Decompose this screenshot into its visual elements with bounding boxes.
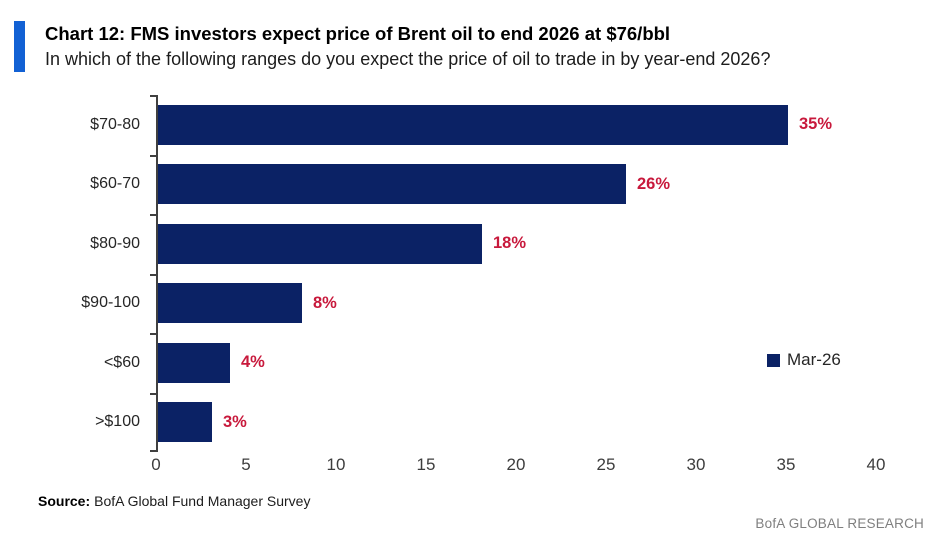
x-axis-tick-label: 10	[326, 455, 346, 474]
y-axis-tick	[150, 95, 158, 97]
x-axis-tick-label: 40	[866, 455, 886, 474]
header-text: Chart 12: FMS investors expect price of …	[45, 21, 770, 72]
category-label: >$100	[95, 413, 140, 431]
bar-row: <$60 4%	[104, 333, 878, 393]
chart-header: Chart 12: FMS investors expect price of …	[14, 21, 770, 72]
bar	[158, 283, 302, 324]
source-label: Source:	[38, 493, 91, 509]
bar	[158, 164, 626, 205]
legend-label: Mar-26	[787, 350, 841, 369]
bar	[158, 104, 788, 145]
x-axis-tick-label: 20	[506, 455, 526, 474]
bar-row: $90-100 8%	[81, 274, 878, 334]
source-note: Source: BofA Global Fund Manager Survey	[38, 493, 310, 509]
bar	[158, 402, 212, 443]
y-axis-tick	[150, 155, 158, 157]
value-label: 18%	[493, 234, 527, 253]
chart-subtitle: In which of the following ranges do you …	[45, 49, 771, 69]
category-label: $80-90	[90, 234, 140, 252]
x-axis-tick-label: 0	[151, 455, 161, 474]
category-label: <$60	[103, 353, 140, 371]
y-axis-tick	[150, 393, 158, 395]
bar	[158, 223, 482, 264]
accent-bar	[14, 21, 25, 72]
brand-label: BofA GLOBAL RESEARCH	[755, 516, 924, 531]
value-label: 8%	[313, 293, 337, 312]
legend-swatch	[767, 353, 780, 367]
x-axis-tick-label: 15	[416, 455, 436, 474]
value-label: 4%	[241, 353, 265, 372]
x-axis-tick-label: 30	[686, 455, 706, 474]
source-text: BofA Global Fund Manager Survey	[94, 493, 311, 509]
x-axis-tick-label: 25	[596, 455, 616, 474]
value-label: 35%	[799, 115, 833, 134]
y-axis-tick	[150, 274, 158, 276]
chart-title: Chart 12: FMS investors expect price of …	[45, 23, 671, 44]
x-axis: 0 5 10 15 20 25 30 35 40	[151, 455, 885, 479]
value-label: 3%	[223, 412, 247, 431]
bar-row: >$100 3%	[95, 393, 878, 453]
category-label: $60-70	[90, 175, 140, 193]
x-axis-tick-label: 35	[776, 455, 796, 474]
category-label: $90-100	[81, 294, 140, 312]
bar-chart: $70-80 35% $60-70 26% $80-90 18% $90-100 8% <$60…	[81, 95, 878, 453]
y-axis-tick	[150, 333, 158, 335]
bar	[158, 342, 230, 383]
y-axis-tick	[150, 450, 158, 452]
value-label: 26%	[637, 174, 671, 193]
x-axis-tick-label: 5	[241, 455, 251, 474]
bar-row: $80-90 18%	[90, 214, 878, 274]
y-axis-tick	[150, 214, 158, 216]
category-label: $70-80	[90, 115, 140, 133]
legend: Mar-26	[767, 350, 841, 370]
bar-row: $70-80 35%	[90, 95, 878, 155]
bar-row: $60-70 26%	[90, 155, 878, 215]
